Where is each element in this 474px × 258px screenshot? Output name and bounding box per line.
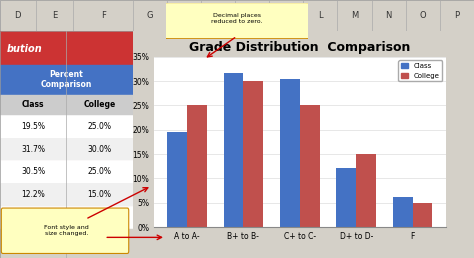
Bar <box>187 106 207 227</box>
Text: College: College <box>83 100 116 109</box>
Bar <box>0 31 133 65</box>
Bar <box>0 94 66 115</box>
FancyBboxPatch shape <box>1 208 129 253</box>
Bar <box>0 160 133 183</box>
Text: E: E <box>52 11 57 20</box>
Text: Decimal places
reduced to zero.: Decimal places reduced to zero. <box>211 13 263 24</box>
Text: 25.0%: 25.0% <box>88 167 111 176</box>
FancyBboxPatch shape <box>162 3 312 39</box>
Bar <box>337 168 356 227</box>
Legend: Class, College: Class, College <box>398 60 442 81</box>
Text: F: F <box>100 11 106 20</box>
Bar <box>412 203 432 227</box>
Bar <box>0 206 133 229</box>
Text: 15.0%: 15.0% <box>88 190 111 199</box>
Text: M: M <box>351 11 358 20</box>
Text: 6.1%: 6.1% <box>24 213 43 222</box>
Text: 19.5%: 19.5% <box>21 122 45 131</box>
Text: 12.2%: 12.2% <box>21 190 45 199</box>
Text: J: J <box>251 11 254 20</box>
Bar <box>280 79 300 227</box>
Text: G: G <box>146 11 153 20</box>
Bar <box>244 81 263 227</box>
Bar <box>0 65 133 94</box>
Bar <box>66 94 133 115</box>
Bar <box>393 197 412 227</box>
Text: 25.0%: 25.0% <box>88 122 111 131</box>
Text: 31.7%: 31.7% <box>21 144 45 154</box>
Text: 30.5%: 30.5% <box>21 167 45 176</box>
Text: bution: bution <box>7 44 42 54</box>
Text: 30.0%: 30.0% <box>88 144 111 154</box>
Text: N: N <box>385 11 392 20</box>
Bar <box>356 154 376 227</box>
Text: P: P <box>455 11 459 20</box>
Bar <box>224 73 244 227</box>
Text: O: O <box>419 11 426 20</box>
Bar <box>0 115 133 138</box>
Text: Percent
Comparison: Percent Comparison <box>41 70 92 90</box>
Text: L: L <box>318 11 323 20</box>
Text: Font style and
size changed.: Font style and size changed. <box>44 225 89 236</box>
Bar <box>0 138 133 160</box>
Text: Class: Class <box>22 100 45 109</box>
Bar <box>167 132 187 227</box>
Text: D: D <box>15 11 21 20</box>
Bar <box>0 183 133 206</box>
Text: H: H <box>181 11 187 20</box>
Text: I: I <box>217 11 219 20</box>
Title: Grade Distribution  Comparison: Grade Distribution Comparison <box>189 41 410 54</box>
Text: K: K <box>283 11 289 20</box>
Text: 5.0%: 5.0% <box>90 213 109 222</box>
Bar <box>300 106 319 227</box>
